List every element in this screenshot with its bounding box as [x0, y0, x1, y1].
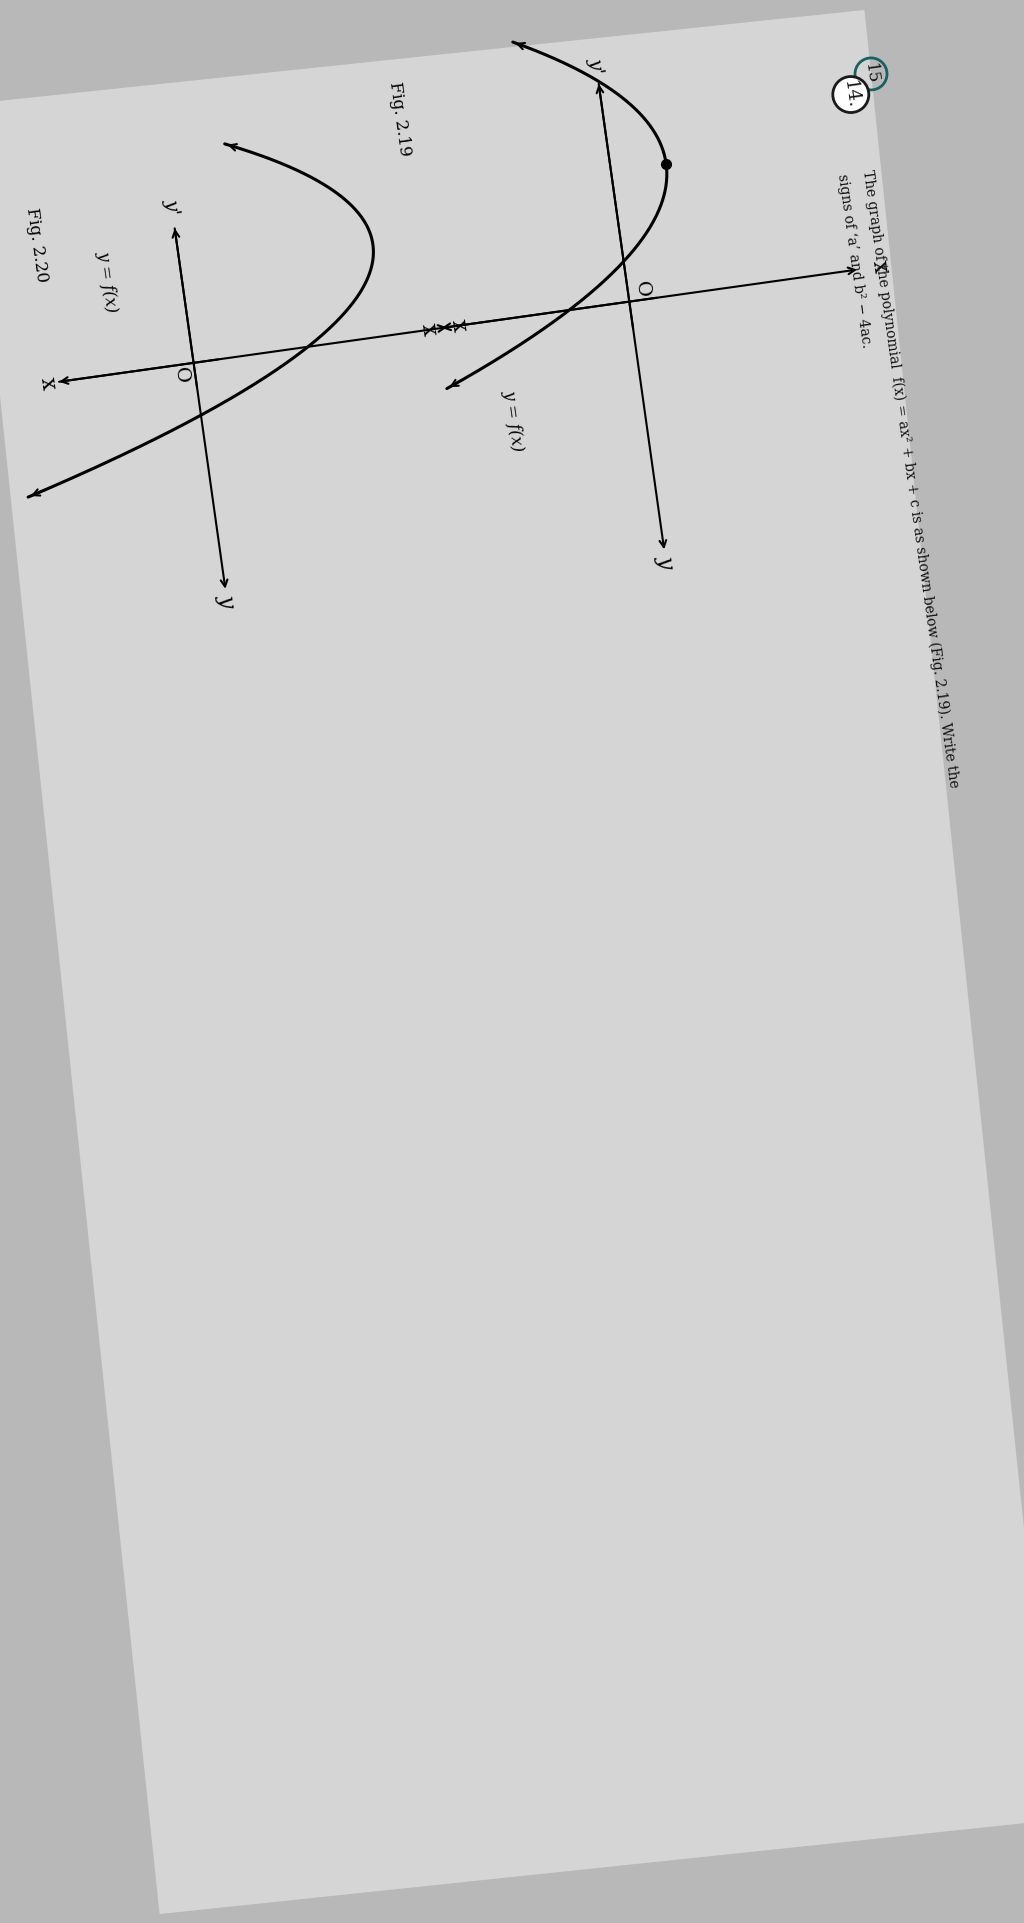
Text: y': y' [586, 58, 606, 75]
Text: O: O [171, 365, 191, 385]
Text: x: x [36, 375, 59, 390]
Text: signs of ‘a’ and b² − 4ac.: signs of ‘a’ and b² − 4ac. [836, 173, 873, 348]
Polygon shape [0, 10, 1024, 1913]
Text: y: y [654, 554, 678, 569]
Text: y: y [215, 592, 239, 608]
Text: x: x [868, 260, 892, 275]
Text: O: O [632, 281, 652, 298]
Text: Fig. 2.19: Fig. 2.19 [386, 81, 413, 158]
Text: Fig. 2.20: Fig. 2.20 [24, 206, 51, 283]
Circle shape [833, 77, 868, 113]
Text: y = f(x): y = f(x) [501, 388, 526, 452]
Text: 14.: 14. [840, 79, 862, 110]
Text: x: x [447, 317, 471, 333]
Text: y': y' [162, 198, 182, 217]
Text: y = f(x): y = f(x) [95, 250, 120, 313]
Text: x: x [417, 321, 440, 338]
Text: 15: 15 [861, 62, 881, 85]
Text: The graph of the polynomial  f(x) = ax² + bx + c is as shown below (Fig. 2.19). : The graph of the polynomial f(x) = ax² +… [860, 169, 961, 788]
